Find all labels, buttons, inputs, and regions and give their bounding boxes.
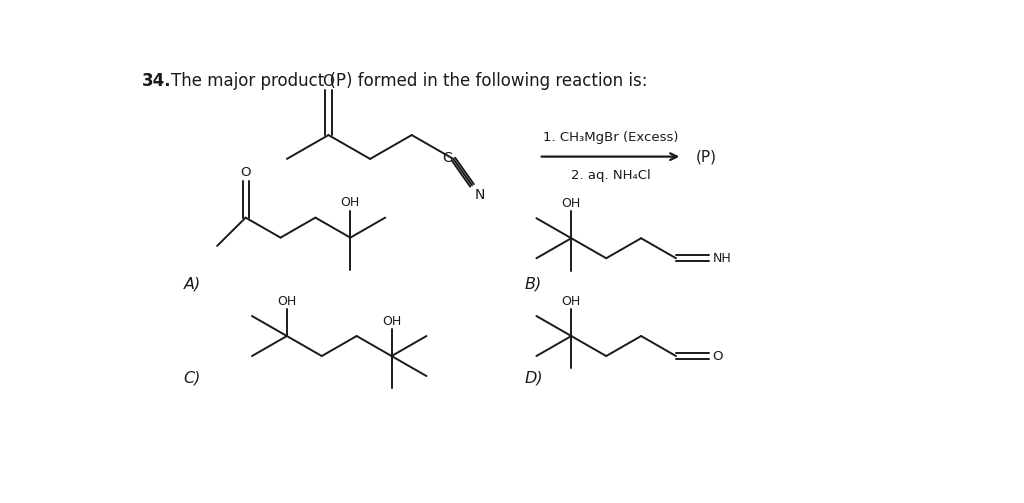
Text: OH: OH	[341, 197, 360, 209]
Text: The major product (P) formed in the following reaction is:: The major product (P) formed in the foll…	[171, 72, 647, 90]
Text: N: N	[475, 188, 485, 202]
Text: 2. aq. NH₄Cl: 2. aq. NH₄Cl	[570, 169, 650, 182]
Text: O: O	[241, 165, 251, 179]
Text: OH: OH	[278, 295, 297, 308]
Text: (P): (P)	[696, 149, 717, 164]
Text: OH: OH	[562, 295, 581, 308]
Text: 34.: 34.	[142, 72, 172, 90]
Text: OH: OH	[382, 315, 401, 328]
Text: C): C)	[183, 371, 201, 386]
Text: A): A)	[183, 277, 201, 292]
Text: NH: NH	[713, 252, 731, 265]
Text: O: O	[323, 73, 335, 89]
Text: OH: OH	[562, 197, 581, 210]
Text: C: C	[442, 151, 452, 165]
Text: B): B)	[524, 277, 542, 292]
Text: 1. CH₃MgBr (Excess): 1. CH₃MgBr (Excess)	[543, 131, 678, 144]
Text: D): D)	[524, 371, 544, 386]
Text: O: O	[713, 350, 723, 363]
